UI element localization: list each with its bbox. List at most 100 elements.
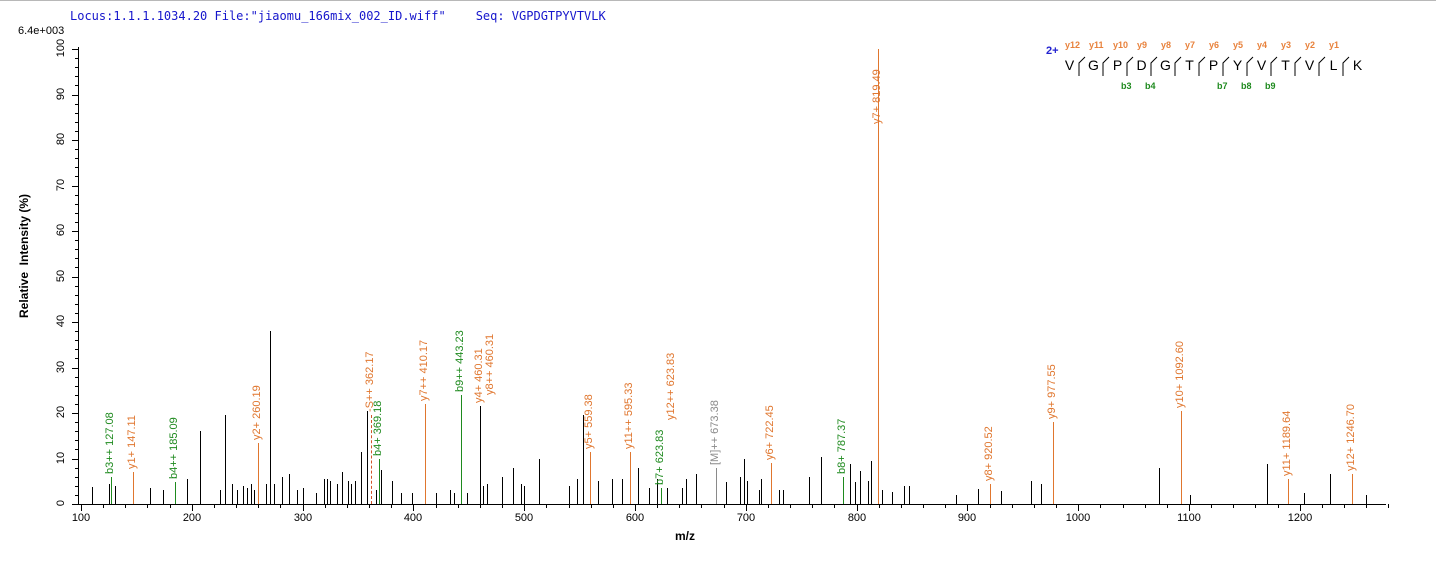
y-tick <box>75 85 78 86</box>
peak <box>1267 464 1268 504</box>
peak <box>187 478 188 504</box>
peak-annotated <box>1053 422 1054 504</box>
x-tick <box>391 504 392 508</box>
peak <box>163 490 164 504</box>
peak <box>871 460 872 504</box>
y-tick <box>75 240 78 241</box>
y-tick-label: 60 <box>55 223 67 237</box>
peak <box>686 478 687 504</box>
peak-annotated <box>661 488 662 504</box>
cleavage-mark: y7 <box>1185 40 1206 77</box>
x-tick <box>569 504 570 508</box>
peak <box>598 481 599 504</box>
peak <box>657 478 658 504</box>
residue-letter: T <box>1281 57 1290 73</box>
x-tick <box>945 504 946 508</box>
b-ion-label: b4 <box>1145 81 1156 91</box>
x-tick <box>1344 504 1345 508</box>
peak-label: y12+ 1246.70 <box>1345 404 1357 472</box>
peak-label: b9++ 443.23 <box>454 330 466 392</box>
x-tick <box>147 504 148 508</box>
peak-annotated <box>630 451 631 504</box>
peak-label: b3++ 127.08 <box>104 411 116 474</box>
x-tick <box>170 504 171 508</box>
peak-label: y11+ 1189.64 <box>1281 410 1293 476</box>
x-tick <box>1366 504 1367 508</box>
peak-annotated <box>133 472 134 504</box>
peak-annotated <box>590 451 591 504</box>
b-ion-label: b3 <box>1121 81 1132 91</box>
peak <box>450 490 451 504</box>
x-tick <box>1012 504 1013 508</box>
x-tick <box>1078 504 1079 511</box>
x-tick-label: 700 <box>736 512 756 524</box>
x-tick-label: 300 <box>293 512 313 524</box>
peak-annotated <box>480 406 481 504</box>
x-tick <box>591 504 592 508</box>
residue-letter: D <box>1136 57 1147 73</box>
peak-annotated <box>175 482 176 504</box>
peak <box>355 481 356 504</box>
peak <box>282 476 283 504</box>
y-tick <box>72 504 78 505</box>
x-tick <box>303 504 304 511</box>
peak <box>1159 467 1160 504</box>
residue-letter: K <box>1352 57 1363 73</box>
y-ion-label: y3 <box>1281 40 1292 50</box>
cleavage-mark: y2 <box>1305 40 1326 77</box>
peak <box>225 415 226 504</box>
x-tick <box>325 504 326 508</box>
cleavage-slash-icon <box>1174 56 1182 76</box>
y-tick <box>75 477 78 478</box>
y-tick <box>75 431 78 432</box>
y-tick-label: 20 <box>55 405 67 419</box>
peak <box>759 490 760 504</box>
y-tick-label: 0 <box>55 499 67 507</box>
peak <box>904 485 905 504</box>
peak <box>513 467 514 504</box>
cleavage-mark: y5 b8 <box>1233 40 1254 91</box>
y-tick <box>75 167 78 168</box>
x-tick <box>613 504 614 508</box>
peak <box>232 483 233 504</box>
peak-label: y6+ 722.45 <box>764 405 776 461</box>
peak-label: y9+ 977.55 <box>1046 364 1058 420</box>
cleavage-slash-icon <box>1198 56 1206 76</box>
cleavage-mark: y11 <box>1089 40 1110 77</box>
x-tick-label: 1200 <box>1287 512 1313 524</box>
cleavage-slash-icon <box>1126 56 1134 76</box>
y-tick <box>75 76 78 77</box>
x-tick <box>125 504 126 508</box>
peak <box>667 488 668 504</box>
peak <box>622 478 623 504</box>
peak <box>487 483 488 504</box>
sequence-text: Seq: VGPDGTPYVTVLK <box>475 9 606 23</box>
peak <box>1031 480 1032 504</box>
peak-label: b7+ 623.83 <box>654 429 666 486</box>
x-tick-label: 900 <box>957 512 977 524</box>
peak <box>327 478 328 504</box>
x-tick <box>258 504 259 508</box>
peak <box>200 431 201 504</box>
peak <box>779 490 780 504</box>
peak <box>868 481 869 504</box>
x-tick-label: 600 <box>625 512 645 524</box>
peak <box>978 488 979 504</box>
peak <box>109 483 110 504</box>
cleavage-mark: y12 <box>1065 40 1086 77</box>
peak <box>348 481 349 504</box>
peak-annotated <box>878 49 879 504</box>
max-intensity-label: 6.4e+003 <box>18 25 65 37</box>
peak <box>376 490 377 504</box>
peak-label: y8+ 920.52 <box>983 425 995 481</box>
y-tick <box>75 468 78 469</box>
x-tick <box>236 504 237 508</box>
y-tick <box>75 386 78 387</box>
y-ion-label: y11 <box>1089 40 1104 50</box>
peak-label: y7+ 819.49 <box>871 69 883 124</box>
x-tick <box>1211 504 1212 508</box>
x-axis-title: m/z <box>674 529 695 543</box>
x-tick <box>1100 504 1101 508</box>
x-tick <box>192 504 193 511</box>
x-tick <box>458 504 459 508</box>
